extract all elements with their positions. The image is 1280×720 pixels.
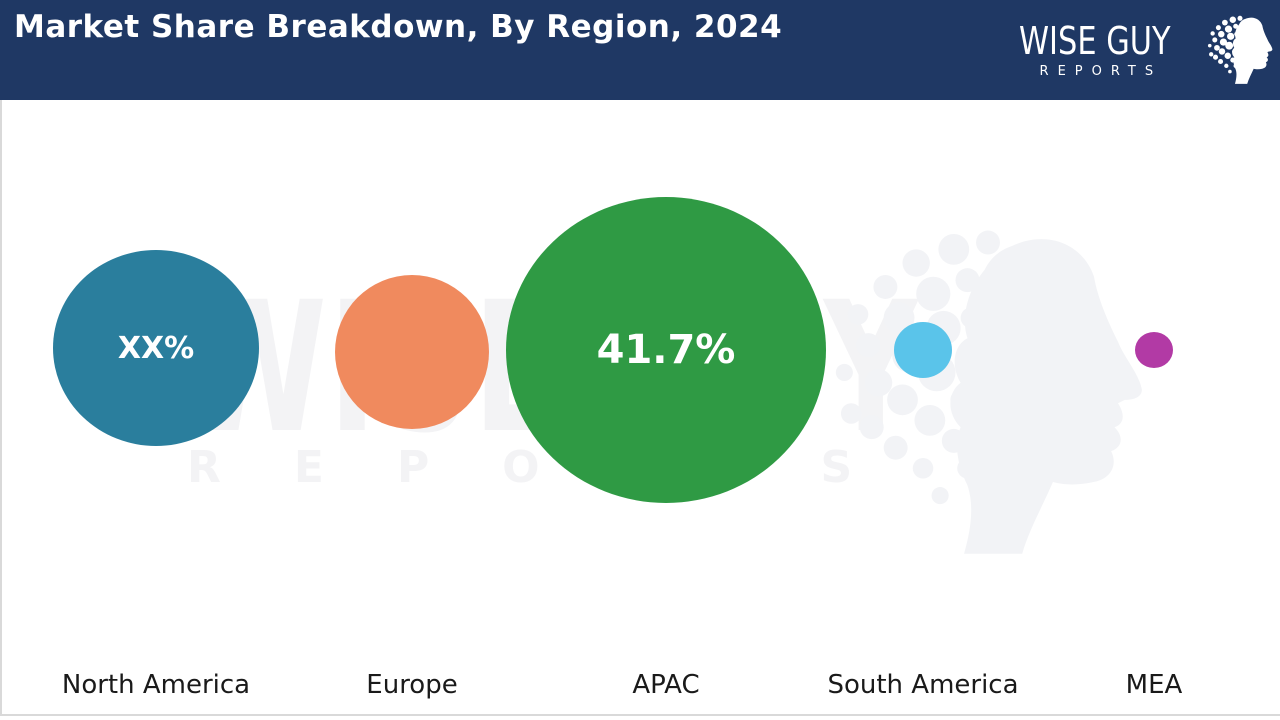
logo-subtext: REPORTS [1039,63,1163,79]
bubble-value-label-north-america: XX% [117,330,195,366]
category-label-north-america: North America [61,670,251,700]
bubble-europe [335,275,489,429]
header-bar: Market Share Breakdown, By Region, 2024 … [0,0,1280,100]
bubble-apac: 41.7% [506,197,826,503]
bubble-north-america: XX% [53,250,259,446]
page-title: Market Share Breakdown, By Region, 2024 [14,9,783,45]
bubble-value-label-apac: 41.7% [596,327,736,373]
bubble-south-america [894,322,952,378]
category-label-mea: MEA [1125,670,1183,700]
category-label-south-america: South America [827,670,1019,700]
bubble-chart-area: WISE GUY REPORTS XX%41.7% North AmericaE… [0,100,1280,716]
category-label-europe: Europe [366,670,458,700]
bubble-layer: XX% 41.7% [2,100,1280,714]
category-label-apac: APAC [632,670,700,700]
logo-wordmark: WISE GUY [1018,18,1171,63]
bubble-mea [1135,332,1173,368]
logo-text: WISE GUY REPORTS [1019,22,1208,79]
brand-logo: WISE GUY REPORTS [1019,5,1276,95]
logo-head-icon [1204,7,1276,93]
category-label-row: North America Europe APAC South America MEA [2,100,1280,714]
